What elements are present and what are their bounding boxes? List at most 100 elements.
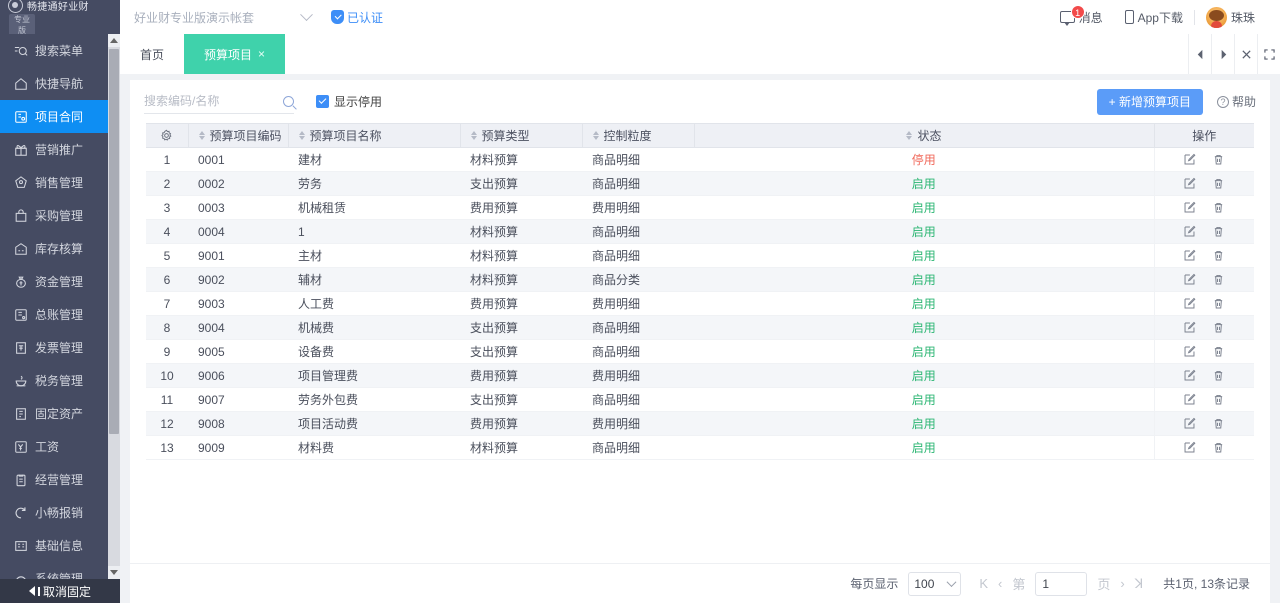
sort-icon[interactable]: [198, 131, 206, 140]
edit-row-icon[interactable]: [1183, 201, 1196, 214]
sidebar-item-0[interactable]: 搜索菜单: [0, 34, 108, 67]
edit-row-icon[interactable]: [1183, 345, 1196, 358]
sidebar-item-16[interactable]: 系统管理: [0, 562, 108, 579]
sidebar-item-12[interactable]: 工资: [0, 430, 108, 463]
delete-row-icon[interactable]: [1212, 249, 1225, 262]
table-row[interactable]: 2 0002 劳务 支出预算 商品明细 启用: [146, 171, 1254, 196]
next-page-button[interactable]: ›: [1120, 576, 1125, 591]
sidebar-item-15[interactable]: 基础信息: [0, 529, 108, 562]
messages-button[interactable]: 消息 1: [1049, 4, 1114, 26]
sort-icon[interactable]: [592, 131, 600, 140]
table-row[interactable]: 9 9005 设备费 支出预算 商品明细 启用: [146, 339, 1254, 364]
edit-row-icon[interactable]: [1183, 249, 1196, 262]
table-row[interactable]: 12 9008 项目活动费 费用预算 费用明细 启用: [146, 411, 1254, 436]
column-header-code[interactable]: 预算项目编码: [188, 123, 289, 148]
last-page-button[interactable]: ꓘ: [1134, 575, 1144, 591]
page-number-input[interactable]: [1035, 571, 1088, 596]
column-header-type[interactable]: 预算类型: [460, 123, 583, 148]
sidebar-scrollbar[interactable]: [108, 34, 120, 579]
tab-close-icon[interactable]: ×: [258, 47, 266, 61]
verified-badge[interactable]: 已认证: [331, 9, 383, 26]
sort-icon[interactable]: [470, 131, 478, 140]
user-menu-button[interactable]: 珠珠: [1195, 6, 1266, 28]
sidebar-item-5[interactable]: 采购管理: [0, 199, 108, 232]
column-settings-header[interactable]: [146, 123, 189, 148]
table-row[interactable]: 6 9002 辅材 材料预算 商品分类 启用: [146, 267, 1254, 292]
page-size-select[interactable]: 100: [908, 571, 962, 596]
sidebar-item-3[interactable]: 营销推广: [0, 133, 108, 166]
app-download-button[interactable]: App下载: [1114, 9, 1194, 26]
table-row[interactable]: 7 9003 人工费 费用预算 费用明细 启用: [146, 291, 1254, 316]
delete-row-icon[interactable]: [1212, 417, 1225, 430]
fullscreen-button[interactable]: [1257, 34, 1280, 74]
edit-row-icon[interactable]: [1183, 441, 1196, 454]
app-logo[interactable]: 畅捷通好业财 专业版: [0, 0, 120, 36]
scrollbar-thumb[interactable]: [109, 49, 119, 434]
table-row[interactable]: 1 0001 建材 材料预算 商品明细 停用: [146, 147, 1254, 172]
help-button[interactable]: ? 帮助: [1216, 93, 1256, 110]
table-row[interactable]: 5 9001 主材 材料预算 商品明细 启用: [146, 243, 1254, 268]
sort-icon[interactable]: [906, 131, 913, 140]
column-header-name[interactable]: 预算项目名称: [288, 123, 461, 148]
delete-row-icon[interactable]: [1212, 177, 1225, 190]
prev-page-button[interactable]: ‹: [998, 576, 1003, 591]
search-icon[interactable]: [283, 95, 294, 107]
delete-row-icon[interactable]: [1212, 297, 1225, 310]
edit-row-icon[interactable]: [1183, 225, 1196, 238]
first-page-button[interactable]: K: [979, 576, 989, 591]
sidebar-item-8[interactable]: 总账管理: [0, 298, 108, 331]
delete-row-icon[interactable]: [1212, 441, 1225, 454]
scroll-up-button[interactable]: [108, 34, 120, 47]
table-row[interactable]: 11 9007 劳务外包费 支出预算 商品明细 启用: [146, 387, 1254, 412]
edit-row-icon[interactable]: [1183, 297, 1196, 310]
table-row[interactable]: 13 9009 材料费 材料预算 商品明细 启用: [146, 435, 1254, 460]
sidebar-item-7[interactable]: 资金管理: [0, 265, 108, 298]
scroll-down-button[interactable]: [108, 566, 120, 579]
prev-tab-button[interactable]: [1188, 34, 1211, 74]
column-header-granularity[interactable]: 控制粒度: [582, 123, 695, 148]
show-disabled-checkbox[interactable]: 显示停用: [316, 93, 382, 110]
sidebar-item-11[interactable]: 固定资产: [0, 397, 108, 430]
sidebar-item-13[interactable]: 经营管理: [0, 463, 108, 496]
unpin-sidebar-button[interactable]: 取消固定: [0, 579, 120, 603]
search-input[interactable]: [144, 94, 266, 108]
table-row[interactable]: 8 9004 机械费 支出预算 商品明细 启用: [146, 315, 1254, 340]
collapse-bar-icon: [37, 586, 40, 596]
delete-row-icon[interactable]: [1212, 225, 1225, 238]
edit-row-icon[interactable]: [1183, 369, 1196, 382]
sidebar-item-6[interactable]: 库存核算: [0, 232, 108, 265]
delete-row-icon[interactable]: [1212, 345, 1225, 358]
column-header-ops: 操作: [1154, 123, 1254, 148]
edit-row-icon[interactable]: [1183, 321, 1196, 334]
delete-row-icon[interactable]: [1212, 369, 1225, 382]
status-badge: 停用: [694, 147, 1154, 172]
delete-row-icon[interactable]: [1212, 321, 1225, 334]
sidebar-item-1[interactable]: 快捷导航: [0, 67, 108, 100]
table-row[interactable]: 10 9006 项目管理费 费用预算 费用明细 启用: [146, 363, 1254, 388]
table-row[interactable]: 4 0004 1 材料预算 商品明细 启用: [146, 219, 1254, 244]
edit-row-icon[interactable]: [1183, 417, 1196, 430]
sidebar-item-10[interactable]: 税务管理: [0, 364, 108, 397]
delete-row-icon[interactable]: [1212, 201, 1225, 214]
edit-row-icon[interactable]: [1183, 153, 1196, 166]
delete-row-icon[interactable]: [1212, 273, 1225, 286]
sidebar-item-2[interactable]: 项目合同: [0, 100, 108, 133]
row-actions: [1165, 321, 1245, 334]
sort-icon[interactable]: [298, 131, 306, 140]
next-tab-button[interactable]: [1211, 34, 1234, 74]
delete-row-icon[interactable]: [1212, 153, 1225, 166]
add-budget-project-button[interactable]: + 新增预算项目: [1096, 88, 1203, 115]
tab-budget-project[interactable]: 预算项目 ×: [184, 34, 286, 74]
table-row[interactable]: 3 0003 机械租赁 费用预算 费用明细 启用: [146, 195, 1254, 220]
sidebar-item-14[interactable]: 小畅报销: [0, 496, 108, 529]
delete-row-icon[interactable]: [1212, 393, 1225, 406]
close-tab-button[interactable]: [1234, 34, 1257, 74]
column-header-status[interactable]: 状态: [694, 123, 1155, 148]
tab-home[interactable]: 首页: [120, 34, 184, 74]
sidebar-item-4[interactable]: 销售管理: [0, 166, 108, 199]
sidebar-item-9[interactable]: 发票管理: [0, 331, 108, 364]
account-selector[interactable]: 好业财专业版演示帐套: [132, 6, 317, 28]
edit-row-icon[interactable]: [1183, 177, 1196, 190]
edit-row-icon[interactable]: [1183, 273, 1196, 286]
edit-row-icon[interactable]: [1183, 393, 1196, 406]
